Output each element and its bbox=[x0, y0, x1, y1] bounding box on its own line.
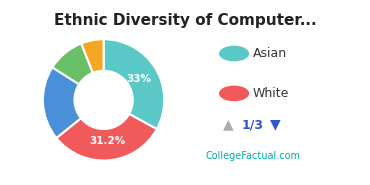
Wedge shape bbox=[53, 43, 93, 84]
Wedge shape bbox=[43, 67, 81, 138]
Text: Ethnic Diversity of Computer...: Ethnic Diversity of Computer... bbox=[54, 13, 316, 28]
Text: 1/3: 1/3 bbox=[242, 118, 264, 131]
Text: 33%: 33% bbox=[127, 74, 152, 84]
Text: ▼: ▼ bbox=[270, 118, 281, 132]
Circle shape bbox=[220, 86, 248, 101]
Text: Asian: Asian bbox=[253, 47, 287, 60]
Circle shape bbox=[220, 46, 248, 61]
Wedge shape bbox=[104, 39, 164, 129]
Text: ▲: ▲ bbox=[223, 118, 233, 132]
Text: White: White bbox=[253, 87, 289, 100]
Wedge shape bbox=[81, 39, 104, 73]
Text: 31.2%: 31.2% bbox=[89, 136, 125, 146]
Text: CollegeFactual.com: CollegeFactual.com bbox=[205, 151, 300, 161]
Wedge shape bbox=[56, 114, 157, 161]
